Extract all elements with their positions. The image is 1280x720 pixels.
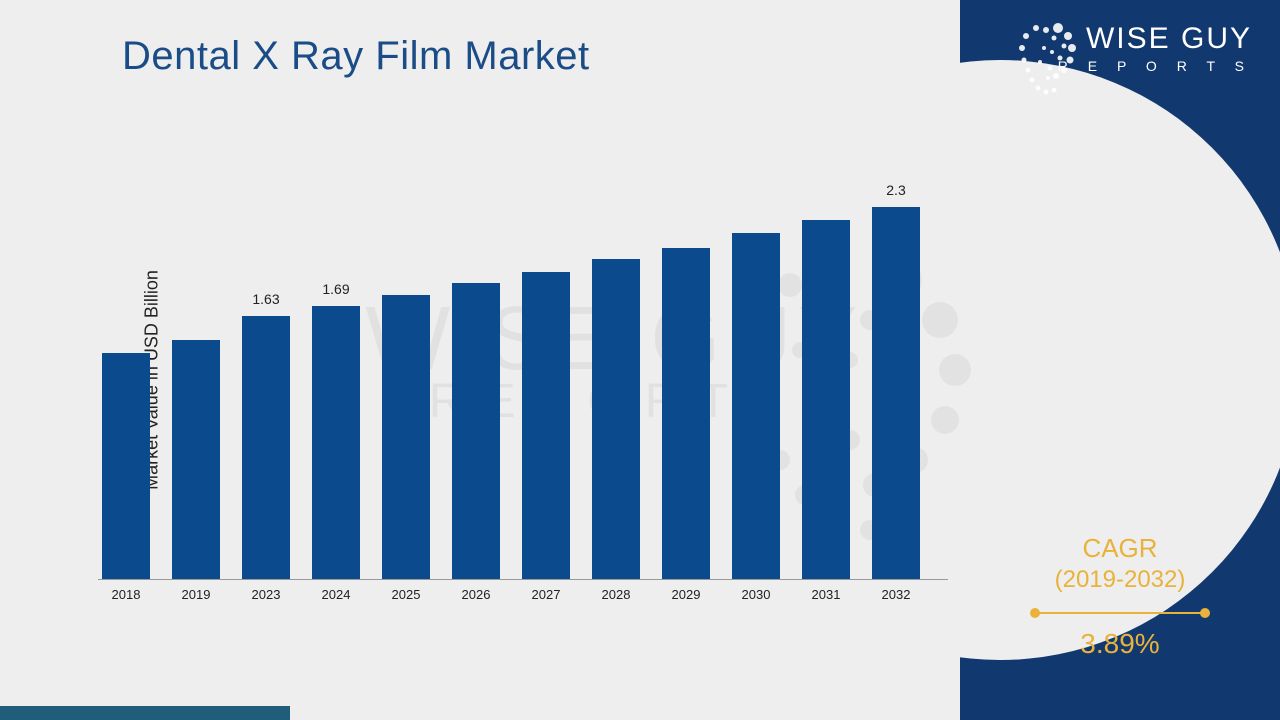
x-tick-label: 2023 bbox=[242, 587, 290, 602]
x-tick-label: 2029 bbox=[662, 587, 710, 602]
bar-chart-plot: 2018 2019 1.632023 1.692024 2025 2026 2027 2028… bbox=[98, 140, 948, 580]
bar bbox=[592, 259, 640, 579]
chart-area: Market Value in USD Billion 201820191.63… bbox=[48, 140, 948, 620]
bar bbox=[732, 233, 780, 579]
bar-group: 2026 bbox=[452, 140, 500, 580]
brand-line1: WISE GUY bbox=[1058, 22, 1252, 56]
brand-logo: WISE GUY R E P O R T S bbox=[1058, 22, 1252, 74]
x-tick-label: 2027 bbox=[522, 587, 570, 602]
bottom-accent-bar bbox=[0, 706, 290, 720]
bar-group: 2019 bbox=[172, 140, 220, 580]
x-tick-label: 2030 bbox=[732, 587, 780, 602]
x-tick-label: 2028 bbox=[592, 587, 640, 602]
bar bbox=[522, 272, 570, 579]
infographic-page: Dental X Ray Film Market WISE GUY R E P … bbox=[0, 0, 1280, 720]
bar bbox=[312, 306, 360, 579]
cagr-divider bbox=[1035, 612, 1205, 614]
bar-value-label: 1.69 bbox=[312, 281, 360, 297]
bar bbox=[172, 340, 220, 579]
bar bbox=[382, 295, 430, 579]
x-tick-label: 2032 bbox=[872, 587, 920, 602]
x-tick-label: 2026 bbox=[452, 587, 500, 602]
cagr-block: CAGR (2019-2032) 3.89% bbox=[1000, 533, 1240, 660]
x-tick-label: 2024 bbox=[312, 587, 360, 602]
x-tick-label: 2018 bbox=[102, 587, 150, 602]
bar bbox=[872, 207, 920, 579]
bar-group: 2031 bbox=[802, 140, 850, 580]
bar-group: 2.32032 bbox=[872, 140, 920, 580]
chart-title: Dental X Ray Film Market bbox=[122, 34, 590, 79]
x-tick-label: 2025 bbox=[382, 587, 430, 602]
brand-line2: R E P O R T S bbox=[1058, 58, 1252, 74]
cagr-period: (2019-2032) bbox=[1000, 566, 1240, 594]
x-tick-label: 2019 bbox=[172, 587, 220, 602]
bar-group: 1.692024 bbox=[312, 140, 360, 580]
bar bbox=[802, 220, 850, 579]
bar-value-label: 2.3 bbox=[872, 182, 920, 198]
cagr-value: 3.89% bbox=[1000, 628, 1240, 660]
bar-group: 2018 bbox=[102, 140, 150, 580]
x-tick-label: 2031 bbox=[802, 587, 850, 602]
bar-group: 2028 bbox=[592, 140, 640, 580]
bar bbox=[452, 283, 500, 579]
cagr-label: CAGR bbox=[1000, 533, 1240, 564]
bar bbox=[242, 316, 290, 579]
bar bbox=[102, 353, 150, 579]
bar-group: 2027 bbox=[522, 140, 570, 580]
bar-group: 2030 bbox=[732, 140, 780, 580]
brand-head-icon bbox=[1010, 18, 1080, 98]
bar bbox=[662, 248, 710, 579]
bar-group: 2029 bbox=[662, 140, 710, 580]
bar-group: 1.632023 bbox=[242, 140, 290, 580]
bar-value-label: 1.63 bbox=[242, 291, 290, 307]
bar-group: 2025 bbox=[382, 140, 430, 580]
